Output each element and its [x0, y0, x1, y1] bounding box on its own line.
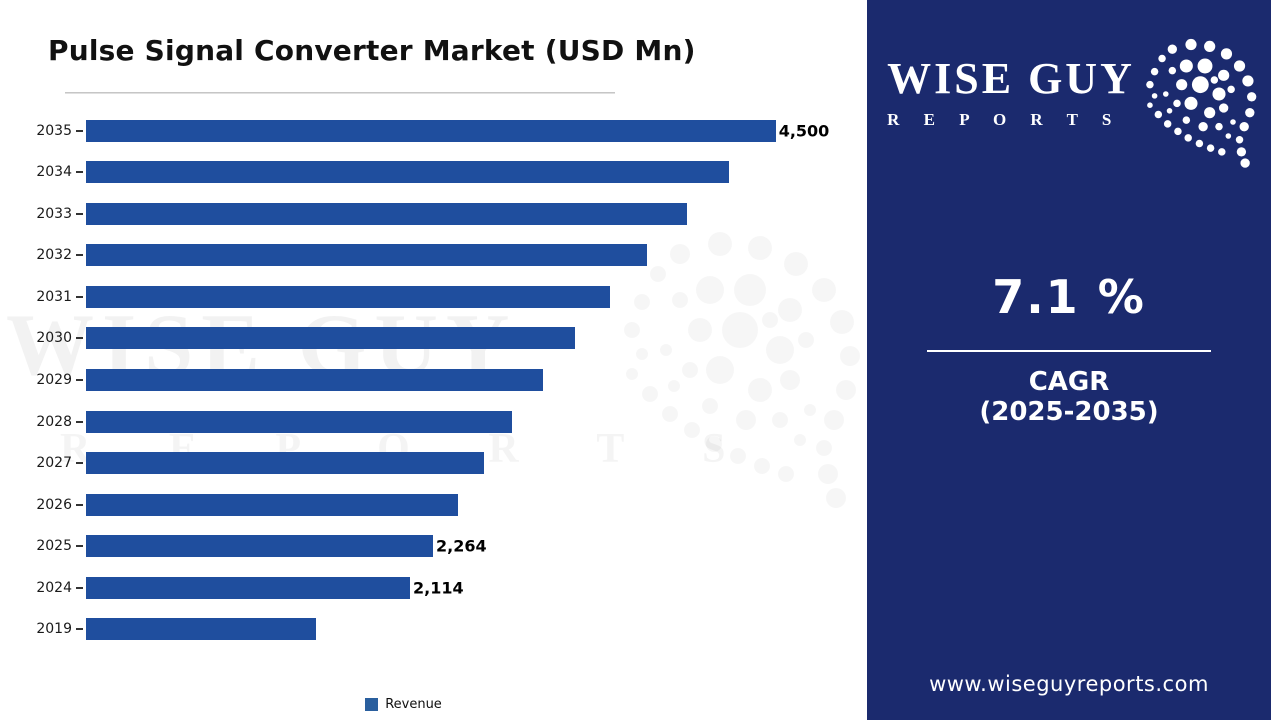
bar-track: 2,114 — [86, 576, 837, 599]
title-divider — [65, 92, 615, 94]
bar-2027 — [86, 452, 485, 475]
bar-track — [86, 161, 837, 184]
y-axis-tick — [76, 545, 83, 548]
bar-2031 — [86, 285, 610, 308]
legend-swatch — [365, 698, 379, 711]
bar-2033 — [86, 202, 687, 225]
cagr-label: CAGR (2025-2035) — [979, 367, 1159, 428]
bar-track — [86, 452, 837, 475]
y-axis-label: 2031 — [36, 288, 72, 305]
chart-legend: Revenue — [0, 697, 807, 712]
bar-2034 — [86, 161, 730, 184]
y-axis-label: 2026 — [36, 496, 72, 513]
y-axis-label: 2019 — [36, 621, 72, 638]
bar-chart: 2035 4,500 2034 2033 2032 2031 2030 2029 2028 202… — [18, 110, 837, 650]
logo-text: WISE GUY R E P O R T S — [887, 54, 1135, 130]
y-axis-label: 2032 — [36, 247, 72, 264]
bar-track — [86, 618, 837, 641]
chart-title: Pulse Signal Converter Market (USD Mn) — [48, 34, 696, 67]
legend-label: Revenue — [385, 697, 442, 712]
bar-2035: 4,500 — [86, 119, 829, 142]
y-axis-label: 2029 — [36, 371, 72, 388]
bar-2025: 2,264 — [86, 535, 487, 558]
bar-track — [86, 202, 837, 225]
y-axis-tick — [76, 462, 83, 465]
chart-bar-row: 2024 2,114 — [18, 567, 837, 608]
bar-track — [86, 285, 837, 308]
chart-bar-row: 2025 2,264 — [18, 526, 837, 567]
y-axis-label: 2030 — [36, 330, 72, 347]
bar-2030 — [86, 327, 575, 350]
cagr-label-line1: CAGR — [1028, 367, 1110, 397]
bar-2029 — [86, 368, 543, 391]
website-url: www.wiseguyreports.com — [929, 672, 1209, 696]
bar-value-label: 2,264 — [435, 536, 487, 556]
chart-area: WISE GUY R E P O R T S Pulse Si — [0, 34, 837, 712]
bar-track: 2,264 — [86, 535, 837, 558]
y-axis-label: 2028 — [36, 413, 72, 430]
y-axis-tick — [76, 171, 83, 174]
y-axis-label: 2034 — [36, 164, 72, 181]
bar-2032 — [86, 244, 647, 267]
y-axis-tick — [76, 254, 83, 257]
y-axis-tick — [76, 586, 83, 589]
bar-2028 — [86, 410, 513, 433]
y-axis-tick — [76, 129, 83, 132]
y-axis-tick — [76, 378, 83, 381]
y-axis-tick — [76, 503, 83, 506]
y-axis-tick — [76, 628, 83, 631]
chart-bar-row: 2030 — [18, 318, 837, 359]
y-axis-tick — [76, 420, 83, 423]
chart-bar-row: 2028 — [18, 401, 837, 442]
y-axis-label: 2033 — [36, 205, 72, 222]
wiseguy-head-icon — [1146, 38, 1257, 168]
bar-2024: 2,114 — [86, 576, 464, 599]
y-axis-label: 2035 — [36, 122, 72, 139]
bar-track — [86, 244, 837, 267]
cagr-value: 7.1 % — [992, 270, 1146, 324]
y-axis-label: 2024 — [36, 579, 72, 596]
y-axis-label: 2025 — [36, 538, 72, 555]
bar-track — [86, 493, 837, 516]
chart-bar-row: 2029 — [18, 359, 837, 400]
wiseguy-logo: WISE GUY R E P O R T S — [887, 38, 1261, 178]
cagr-divider — [927, 350, 1211, 352]
bar-track — [86, 368, 837, 391]
y-axis-tick — [76, 295, 83, 298]
y-axis-label: 2027 — [36, 455, 72, 472]
chart-bar-row: 2035 4,500 — [18, 110, 837, 151]
cagr-label-line2: (2025-2035) — [979, 396, 1159, 427]
bar-value-label: 4,500 — [778, 121, 830, 140]
bar-value-label: 2,114 — [413, 578, 464, 598]
y-axis-tick — [76, 337, 83, 340]
bar-track: 4,500 — [86, 119, 837, 142]
bar-track — [86, 410, 837, 433]
chart-bar-row: 2032 — [18, 235, 837, 276]
chart-bar-row: 2026 — [18, 484, 837, 525]
chart-bar-row: 2027 — [18, 443, 837, 484]
bar-2026 — [86, 493, 458, 516]
y-axis-tick — [76, 212, 83, 215]
chart-bar-row: 2019 — [18, 609, 837, 650]
logo-subtitle: R E P O R T S — [887, 110, 1122, 130]
chart-bar-row: 2033 — [18, 193, 837, 234]
bar-track — [86, 327, 837, 350]
bar-2019 — [86, 618, 316, 641]
chart-bar-row: 2031 — [18, 276, 837, 317]
brand-panel: WISE GUY R E P O R T S — [867, 0, 1271, 720]
logo-wordmark: WISE GUY — [887, 54, 1135, 103]
chart-bar-row: 2034 — [18, 152, 837, 193]
